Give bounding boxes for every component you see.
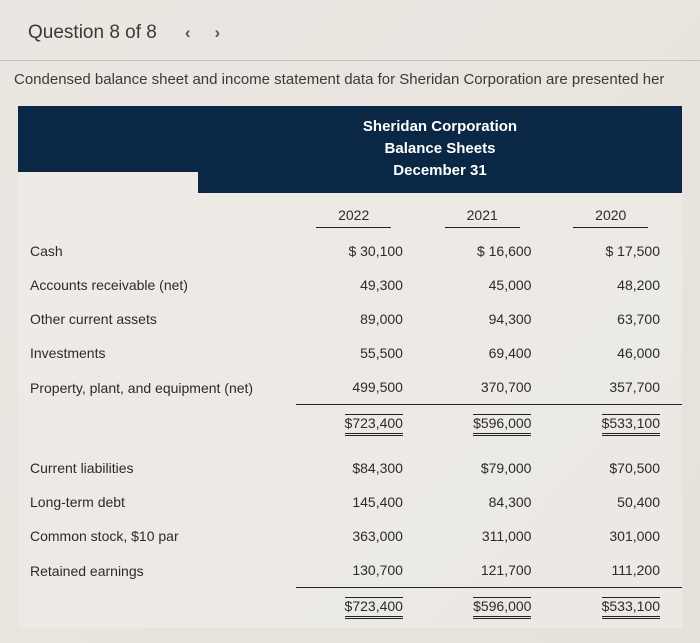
- cell: $533,100: [553, 588, 682, 629]
- row-label: Current liabilities: [18, 451, 296, 485]
- row-label: Cash: [18, 234, 296, 268]
- row-label: Other current assets: [18, 302, 296, 336]
- cell: 50,400: [553, 485, 682, 519]
- sheet-header-pad: [18, 106, 198, 172]
- row-label: Retained earnings: [18, 553, 296, 588]
- cell: 45,000: [425, 268, 554, 302]
- cell: $ 30,100: [296, 234, 425, 268]
- question-number-label: Question 8 of 8: [28, 22, 157, 44]
- cell: 357,700: [553, 370, 682, 405]
- year-header-row: 2022 2021 2020: [18, 193, 682, 234]
- table-row: Cash $ 30,100 $ 16,600 $ 17,500: [18, 234, 682, 268]
- cell: $84,300: [296, 451, 425, 485]
- cell: 48,200: [553, 268, 682, 302]
- cell: 301,000: [553, 519, 682, 553]
- cell: 145,400: [296, 485, 425, 519]
- question-description: Condensed balance sheet and income state…: [0, 61, 700, 106]
- row-label: Long-term debt: [18, 485, 296, 519]
- row-label: Investments: [18, 336, 296, 370]
- liabilities-total-row: $723,400 $596,000 $533,100: [18, 588, 682, 629]
- cell: 121,700: [425, 553, 554, 588]
- cell: 69,400: [425, 336, 554, 370]
- table-row: Other current assets 89,000 94,300 63,70…: [18, 302, 682, 336]
- cell: 46,000: [553, 336, 682, 370]
- company-name: Sheridan Corporation: [198, 116, 682, 138]
- cell: $79,000: [425, 451, 554, 485]
- table-row: Retained earnings 130,700 121,700 111,20…: [18, 553, 682, 588]
- assets-total-row: $723,400 $596,000 $533,100: [18, 405, 682, 446]
- cell: $ 16,600: [425, 234, 554, 268]
- cell: $723,400: [296, 405, 425, 446]
- cell: $70,500: [553, 451, 682, 485]
- cell: $ 17,500: [553, 234, 682, 268]
- cell: 94,300: [425, 302, 554, 336]
- cell: $533,100: [553, 405, 682, 446]
- row-label: Common stock, $10 par: [18, 519, 296, 553]
- cell: 311,000: [425, 519, 554, 553]
- year-col-2022: 2022: [296, 193, 425, 234]
- row-label: Accounts receivable (net): [18, 268, 296, 302]
- cell: 111,200: [553, 553, 682, 588]
- table-row: Common stock, $10 par 363,000 311,000 30…: [18, 519, 682, 553]
- cell: $596,000: [425, 588, 554, 629]
- table-row: Accounts receivable (net) 49,300 45,000 …: [18, 268, 682, 302]
- year-col-2020: 2020: [553, 193, 682, 234]
- cell: $596,000: [425, 405, 554, 446]
- cell: 363,000: [296, 519, 425, 553]
- table-row: Investments 55,500 69,400 46,000: [18, 336, 682, 370]
- cell: 49,300: [296, 268, 425, 302]
- table-row: Long-term debt 145,400 84,300 50,400: [18, 485, 682, 519]
- table-row: Property, plant, and equipment (net) 499…: [18, 370, 682, 405]
- cell: 63,700: [553, 302, 682, 336]
- row-label: Property, plant, and equipment (net): [18, 370, 296, 405]
- cell: 84,300: [425, 485, 554, 519]
- question-nav: ‹ ›: [185, 23, 220, 43]
- table-row: Current liabilities $84,300 $79,000 $70,…: [18, 451, 682, 485]
- balance-sheet-table: Sheridan Corporation Balance Sheets Dece…: [18, 106, 682, 628]
- cell: 130,700: [296, 553, 425, 588]
- sheet-date: December 31: [198, 160, 682, 182]
- cell: $723,400: [296, 588, 425, 629]
- year-col-2021: 2021: [425, 193, 554, 234]
- cell: 370,700: [425, 370, 554, 405]
- prev-question-button[interactable]: ‹: [185, 23, 191, 43]
- sheet-header: Sheridan Corporation Balance Sheets Dece…: [198, 106, 682, 193]
- cell: 55,500: [296, 336, 425, 370]
- page-wrapper: Question 8 of 8 ‹ › Condensed balance sh…: [0, 0, 700, 643]
- sheet-title: Balance Sheets: [198, 138, 682, 160]
- next-question-button[interactable]: ›: [215, 23, 221, 43]
- balance-sheet-data: 2022 2021 2020 Cash $ 30,100 $ 16,600 $ …: [18, 193, 682, 628]
- cell: 89,000: [296, 302, 425, 336]
- cell: 499,500: [296, 370, 425, 405]
- question-header: Question 8 of 8 ‹ ›: [0, 0, 700, 61]
